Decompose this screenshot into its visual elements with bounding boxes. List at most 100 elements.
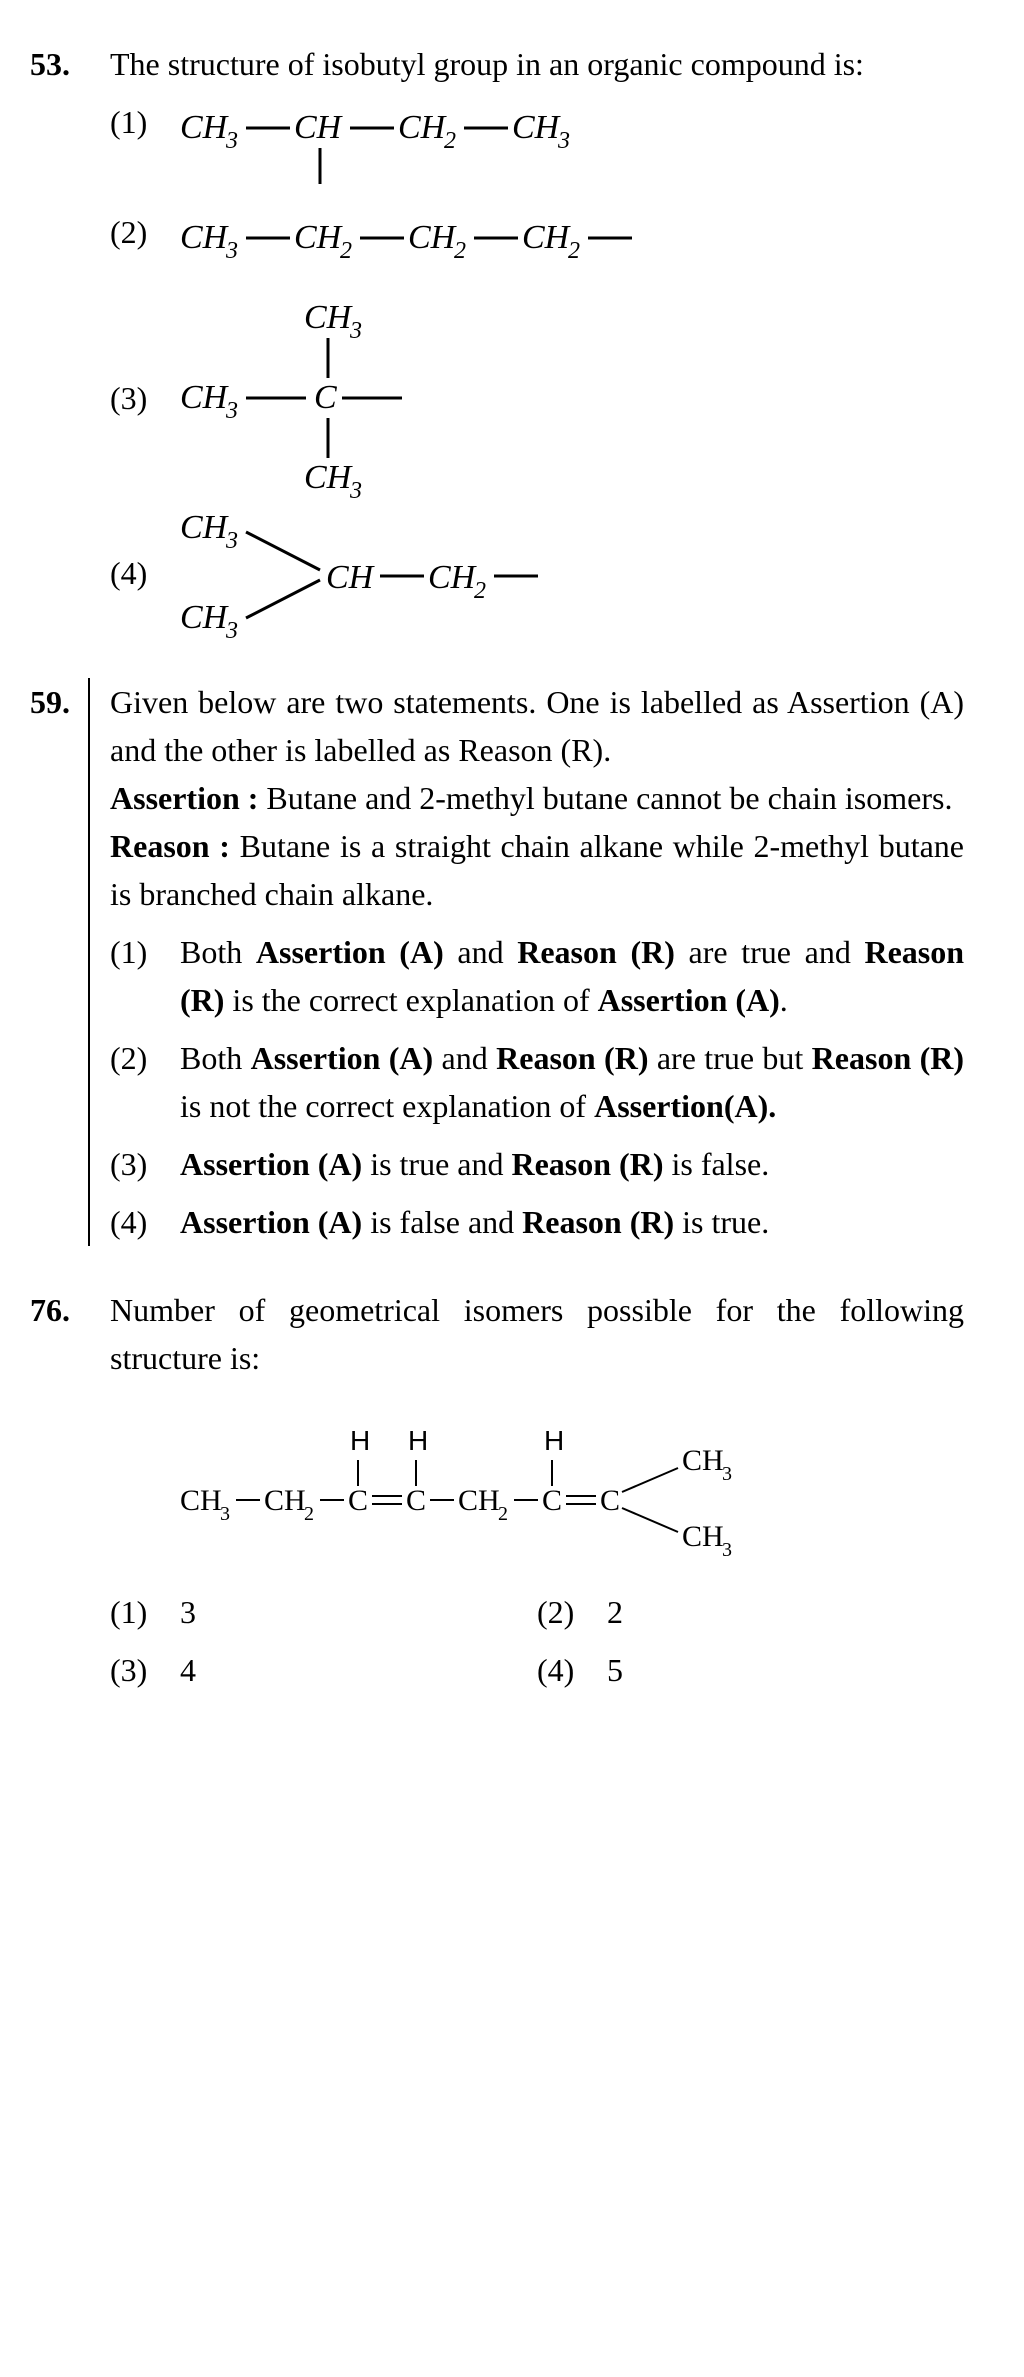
q76-option-2: (2) 2 <box>537 1588 964 1636</box>
q76-number: 76. <box>30 1286 70 1334</box>
svg-text:CH: CH <box>326 559 376 596</box>
q76-option-1: (1) 3 <box>110 1588 537 1636</box>
svg-text:CH: CH <box>180 599 230 636</box>
svg-text:3: 3 <box>722 1539 732 1561</box>
q59-option-4: (4) Assertion (A) is false and Reason (R… <box>110 1198 964 1246</box>
q76-stem: Number of geometrical isomers possible f… <box>110 1286 964 1382</box>
svg-text:CH: CH <box>458 1484 500 1517</box>
q53-option-2: (2) CH3 CH2 CH2 CH2 <box>110 208 964 268</box>
q59-option-3: (3) Assertion (A) is true and Reason (R)… <box>110 1140 964 1188</box>
q76-options-row1: (1) 3 (2) 2 <box>110 1578 964 1636</box>
option-body: 3 <box>180 1588 537 1636</box>
q76-options-row2: (3) 4 (4) 5 <box>110 1636 964 1694</box>
svg-text:H: H <box>350 1425 370 1456</box>
option-body: Both Assertion (A) and Reason (R) are tr… <box>180 1034 964 1130</box>
svg-text:C: C <box>348 1484 368 1517</box>
svg-text:C: C <box>406 1484 426 1517</box>
page: 53. The structure of isobutyl group in a… <box>0 0 1024 1794</box>
reason-label: Reason : <box>110 828 240 864</box>
svg-text:2: 2 <box>568 238 580 264</box>
svg-text:3: 3 <box>225 398 238 424</box>
option-body: 5 <box>607 1646 964 1694</box>
option-number: (3) <box>110 1140 180 1188</box>
q76-option-3: (3) 4 <box>110 1646 537 1694</box>
svg-text:CH: CH <box>522 219 572 256</box>
q59-assertion: Assertion : Butane and 2-methyl butane c… <box>110 774 964 822</box>
q76-structure-container: CH3 CH2 C H C <box>180 1390 964 1570</box>
option-number: (4) <box>110 1198 180 1246</box>
option-body: Assertion (A) is true and Reason (R) is … <box>180 1140 964 1188</box>
option-number: (3) <box>110 1646 180 1694</box>
option-body: Both Assertion (A) and Reason (R) are tr… <box>180 928 964 1024</box>
svg-text:CH: CH <box>682 1444 724 1477</box>
q53-option-3: (3) CH3 CH3 C CH3 <box>110 298 964 498</box>
svg-text:H: H <box>408 1425 428 1456</box>
svg-text:C: C <box>314 379 337 416</box>
svg-text:CH: CH <box>180 1484 222 1517</box>
svg-text:3: 3 <box>349 478 362 498</box>
q59-number: 59. <box>30 678 70 726</box>
option-number: (2) <box>110 208 180 256</box>
option-number: (2) <box>110 1034 180 1082</box>
option-body: CH3 CH2 CH2 CH2 <box>180 208 964 268</box>
option-number: (1) <box>110 98 180 146</box>
svg-text:CH: CH <box>304 299 354 336</box>
chem-structure-q76: CH3 CH2 C H C <box>180 1390 920 1570</box>
option-number: (4) <box>537 1646 607 1694</box>
svg-text:CH: CH <box>294 219 344 256</box>
svg-text:CH: CH <box>398 109 448 146</box>
svg-text:3: 3 <box>225 238 238 264</box>
svg-text:3: 3 <box>225 528 238 554</box>
q59-option-1: (1) Both Assertion (A) and Reason (R) ar… <box>110 928 964 1024</box>
svg-text:CH: CH <box>180 509 230 546</box>
question-76: 76. Number of geometrical isomers possib… <box>110 1286 964 1694</box>
svg-text:CH: CH <box>408 219 458 256</box>
svg-text:3: 3 <box>225 618 238 638</box>
svg-text:C: C <box>542 1484 562 1517</box>
option-body: CH3 CH3 CH CH2 <box>180 508 964 638</box>
svg-text:2: 2 <box>444 128 456 154</box>
assertion-label: Assertion : <box>110 780 266 816</box>
option-body: CH3 CH CH2 CH3 <box>180 98 964 198</box>
option-number: (3) <box>110 374 180 422</box>
svg-text:CH: CH <box>180 379 230 416</box>
option-number: (1) <box>110 928 180 976</box>
q53-stem: The structure of isobutyl group in an or… <box>110 40 964 88</box>
q76-option-4: (4) 5 <box>537 1646 964 1694</box>
q53-option-4: (4) CH3 CH3 CH CH2 <box>110 508 964 638</box>
svg-text:3: 3 <box>722 1463 732 1485</box>
svg-text:CH: CH <box>512 109 562 146</box>
svg-text:CH: CH <box>304 459 354 496</box>
chem-structure-4: CH3 CH3 CH CH2 <box>180 508 640 638</box>
option-number: (1) <box>110 1588 180 1636</box>
svg-text:CH: CH <box>294 109 344 146</box>
svg-text:CH: CH <box>180 109 230 146</box>
svg-text:2: 2 <box>304 1503 314 1525</box>
assertion-text: Butane and 2-methyl butane cannot be cha… <box>266 780 952 816</box>
chem-structure-2: CH3 CH2 CH2 CH2 <box>180 208 740 268</box>
q53-number: 53. <box>30 40 70 88</box>
svg-text:2: 2 <box>474 578 486 604</box>
question-53: 53. The structure of isobutyl group in a… <box>110 40 964 638</box>
option-body: 4 <box>180 1646 537 1694</box>
option-body: Assertion (A) is false and Reason (R) is… <box>180 1198 964 1246</box>
svg-text:3: 3 <box>349 318 362 344</box>
svg-text:H: H <box>544 1425 564 1456</box>
svg-text:3: 3 <box>220 1503 230 1525</box>
svg-text:CH: CH <box>180 219 230 256</box>
svg-text:CH: CH <box>682 1520 724 1553</box>
option-number: (2) <box>537 1588 607 1636</box>
q59-stem: Given below are two statements. One is l… <box>110 678 964 774</box>
svg-text:CH: CH <box>428 559 478 596</box>
svg-text:2: 2 <box>340 238 352 264</box>
svg-text:2: 2 <box>454 238 466 264</box>
q59-option-2: (2) Both Assertion (A) and Reason (R) ar… <box>110 1034 964 1130</box>
option-body: 2 <box>607 1588 964 1636</box>
option-body: CH3 CH3 C CH3 <box>180 298 964 498</box>
chem-structure-3: CH3 CH3 C CH3 <box>180 298 500 498</box>
q59-left-rule: 59. Given below are two statements. One … <box>88 678 964 1246</box>
svg-text:3: 3 <box>557 128 570 154</box>
option-number: (4) <box>110 549 180 597</box>
q59-reason: Reason : Butane is a straight chain alka… <box>110 822 964 918</box>
q53-option-1: (1) CH3 CH CH2 CH3 <box>110 98 964 198</box>
